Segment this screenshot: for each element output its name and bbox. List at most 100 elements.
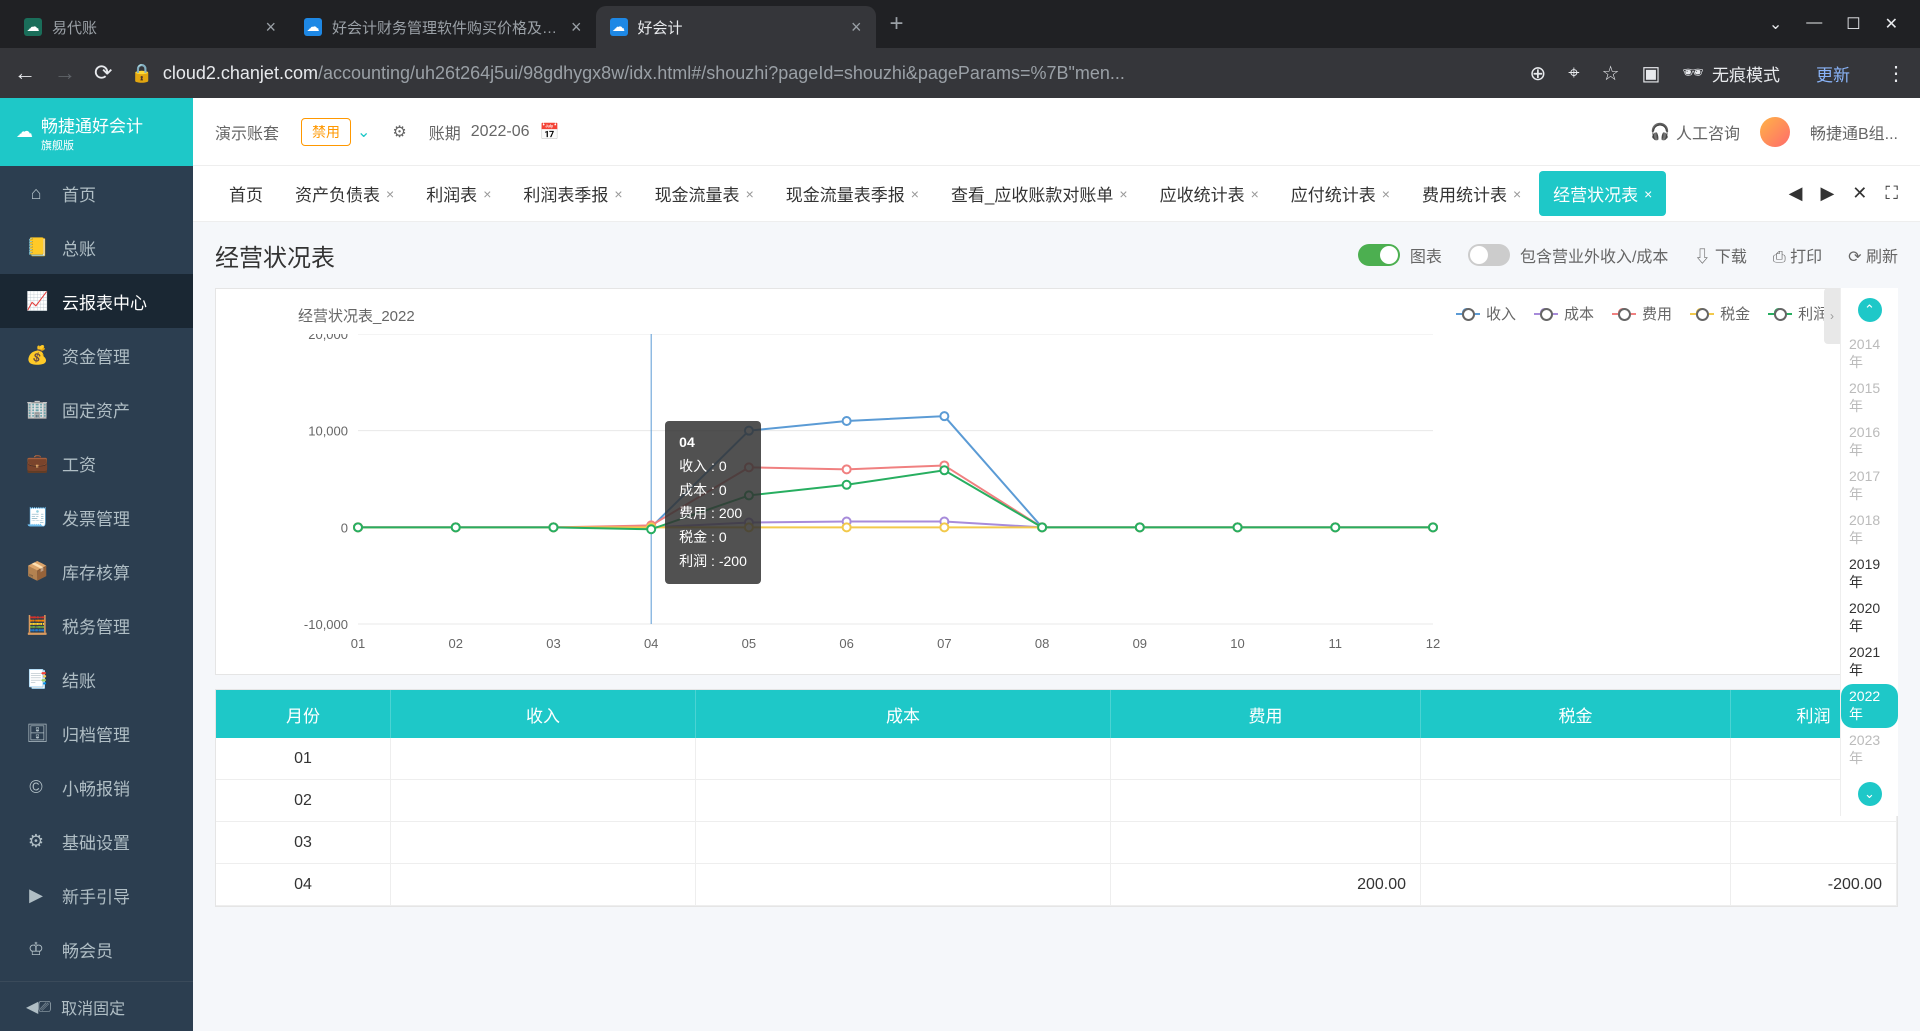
browser-tab[interactable]: ☁好会计财务管理软件购买价格及…× bbox=[290, 6, 596, 48]
tab-close-icon[interactable]: × bbox=[265, 17, 276, 38]
url-bar[interactable]: 🔒 cloud2.chanjet.com/accounting/uh26t264… bbox=[130, 63, 1511, 84]
sidebar-item[interactable]: 📈云报表中心 bbox=[0, 274, 193, 328]
toggle-extra-income[interactable] bbox=[1468, 244, 1510, 266]
legend-item[interactable]: 税金 bbox=[1690, 303, 1750, 324]
legend-item[interactable]: 利润 bbox=[1768, 303, 1828, 324]
sidebar-item[interactable]: ⚙基础设置 bbox=[0, 814, 193, 868]
content-tab[interactable]: 应收统计表× bbox=[1146, 171, 1273, 216]
line-chart[interactable]: -10,000010,00020,00001020304050607080910… bbox=[238, 334, 1473, 664]
content-tab[interactable]: 首页 bbox=[215, 171, 277, 216]
tab-close-icon[interactable]: × bbox=[1644, 186, 1652, 202]
content-tab[interactable]: 现金流量表季报× bbox=[772, 171, 933, 216]
tabs-prev-icon[interactable]: ◀ bbox=[1789, 183, 1803, 204]
extensions-icon[interactable]: ▣ bbox=[1642, 61, 1661, 86]
legend-item[interactable]: 成本 bbox=[1534, 303, 1594, 324]
content-tab[interactable]: 资产负债表× bbox=[281, 171, 408, 216]
nav-back-icon[interactable]: ← bbox=[14, 60, 36, 86]
tab-close-icon[interactable]: × bbox=[1119, 186, 1127, 202]
content-tab[interactable]: 利润表× bbox=[412, 171, 505, 216]
tab-close-icon[interactable]: × bbox=[1382, 186, 1390, 202]
tab-close-icon[interactable]: × bbox=[1251, 186, 1259, 202]
table-row[interactable]: 03 bbox=[216, 822, 1897, 864]
update-button[interactable]: 更新 bbox=[1802, 55, 1864, 92]
tab-close-icon[interactable]: × bbox=[571, 17, 582, 38]
sidebar-item[interactable]: 🧾发票管理 bbox=[0, 490, 193, 544]
sidebar-item[interactable]: ⌂首页 bbox=[0, 166, 193, 220]
window-close-icon[interactable]: ✕ bbox=[1885, 14, 1898, 34]
legend-item[interactable]: 收入 bbox=[1456, 303, 1516, 324]
refresh-button[interactable]: ⟳ 刷新 bbox=[1848, 243, 1898, 267]
print-button[interactable]: ⎙ 打印 bbox=[1773, 243, 1822, 267]
sidebar-item[interactable]: 🏢固定资产 bbox=[0, 382, 193, 436]
sidebar-item[interactable]: 📒总账 bbox=[0, 220, 193, 274]
year-scroll-down-icon[interactable]: ⌄ bbox=[1858, 782, 1882, 806]
bookmark-icon[interactable]: ☆ bbox=[1602, 61, 1620, 86]
content-tab[interactable]: 查看_应收账款对账单× bbox=[937, 171, 1142, 216]
sidebar-item[interactable]: 🧮税务管理 bbox=[0, 598, 193, 652]
tab-close-icon[interactable]: × bbox=[614, 186, 622, 202]
new-tab-button[interactable]: + bbox=[876, 10, 918, 38]
year-scroll-up-icon[interactable]: ⌃ bbox=[1858, 298, 1882, 322]
table-row[interactable]: 04 200.00 -200.00 bbox=[216, 864, 1897, 906]
user-name[interactable]: 畅捷通B组... bbox=[1810, 120, 1898, 144]
tab-close-icon[interactable]: × bbox=[483, 186, 491, 202]
year-button[interactable]: 2022年 bbox=[1841, 684, 1898, 728]
table-row[interactable]: 02 bbox=[216, 780, 1897, 822]
sidebar-item[interactable]: ▶新手引导 bbox=[0, 868, 193, 922]
avatar[interactable] bbox=[1760, 117, 1790, 147]
sidebar-item[interactable]: 💰资金管理 bbox=[0, 328, 193, 382]
tab-close-icon[interactable]: × bbox=[911, 186, 919, 202]
legend-item[interactable]: 费用 bbox=[1612, 303, 1672, 324]
content-tab[interactable]: 经营状况表× bbox=[1539, 171, 1666, 216]
content-tab[interactable]: 费用统计表× bbox=[1408, 171, 1535, 216]
fullscreen-icon[interactable]: ⛶ bbox=[1885, 183, 1898, 204]
sidebar-item[interactable]: 💼工资 bbox=[0, 436, 193, 490]
tabs-close-all-icon[interactable]: ✕ bbox=[1852, 183, 1867, 204]
sidebar-item[interactable]: 📑结账 bbox=[0, 652, 193, 706]
cell-month: 02 bbox=[216, 780, 391, 821]
window-minimize-icon[interactable]: — bbox=[1806, 14, 1822, 34]
browser-tab[interactable]: ☁好会计× bbox=[596, 6, 876, 48]
tab-close-icon[interactable]: × bbox=[746, 186, 754, 202]
zoom-icon[interactable]: ⊕ bbox=[1530, 61, 1547, 86]
tab-close-icon[interactable]: × bbox=[1513, 186, 1521, 202]
sidebar-item[interactable]: 📦库存核算 bbox=[0, 544, 193, 598]
nav-reload-icon[interactable]: ⟳ bbox=[94, 60, 112, 86]
sidebar-item[interactable]: ♔畅会员 bbox=[0, 922, 193, 976]
tab-close-icon[interactable]: × bbox=[851, 17, 862, 38]
toggle-chart[interactable] bbox=[1358, 244, 1400, 266]
content-tab[interactable]: 现金流量表× bbox=[641, 171, 768, 216]
translate-icon[interactable]: ⌖ bbox=[1568, 62, 1579, 85]
gear-icon[interactable]: ⚙ bbox=[392, 122, 406, 142]
tab-close-icon[interactable]: × bbox=[386, 186, 394, 202]
sidebar-unpin-button[interactable]: ◀⎚ 取消固定 bbox=[0, 981, 193, 1031]
year-button[interactable]: 2021年 bbox=[1841, 640, 1898, 684]
tabs-next-icon[interactable]: ▶ bbox=[1820, 183, 1834, 204]
year-button[interactable]: 2020年 bbox=[1841, 596, 1898, 640]
logo[interactable]: ☁ 畅捷通好会计 旗舰版 bbox=[0, 98, 193, 166]
account-name[interactable]: 演示账套 bbox=[215, 120, 279, 144]
period-value[interactable]: 2022-06 bbox=[471, 123, 530, 141]
disable-button[interactable]: 禁用 bbox=[301, 118, 351, 146]
cell-tax bbox=[1421, 738, 1731, 779]
table-row[interactable]: 01 bbox=[216, 738, 1897, 780]
expand-year-sidebar-button[interactable]: › bbox=[1824, 288, 1840, 344]
sidebar-item[interactable]: 🗄归档管理 bbox=[0, 706, 193, 760]
content-tab[interactable]: 应付统计表× bbox=[1277, 171, 1404, 216]
window-dropdown-icon[interactable]: ⌄ bbox=[1769, 14, 1782, 34]
cell-expense bbox=[1111, 738, 1421, 779]
cell-cost bbox=[696, 738, 1111, 779]
window-maximize-icon[interactable]: ☐ bbox=[1846, 14, 1860, 34]
browser-tab[interactable]: ☁易代账× bbox=[10, 6, 290, 48]
support-button[interactable]: 🎧 人工咨询 bbox=[1650, 120, 1740, 144]
calendar-icon[interactable]: 📅 bbox=[540, 122, 560, 142]
content-tab[interactable]: 利润表季报× bbox=[509, 171, 636, 216]
browser-menu-icon[interactable]: ⋮ bbox=[1886, 61, 1906, 86]
nav-forward-icon[interactable]: → bbox=[54, 60, 76, 86]
download-button[interactable]: ⇩ 下载 bbox=[1694, 243, 1746, 267]
sidebar-item[interactable]: ©小畅报销 bbox=[0, 760, 193, 814]
nav-label: 总账 bbox=[62, 235, 96, 260]
logo-icon: ☁ bbox=[16, 122, 33, 142]
chevron-down-icon[interactable]: ⌄ bbox=[357, 122, 370, 142]
year-button[interactable]: 2019年 bbox=[1841, 552, 1898, 596]
